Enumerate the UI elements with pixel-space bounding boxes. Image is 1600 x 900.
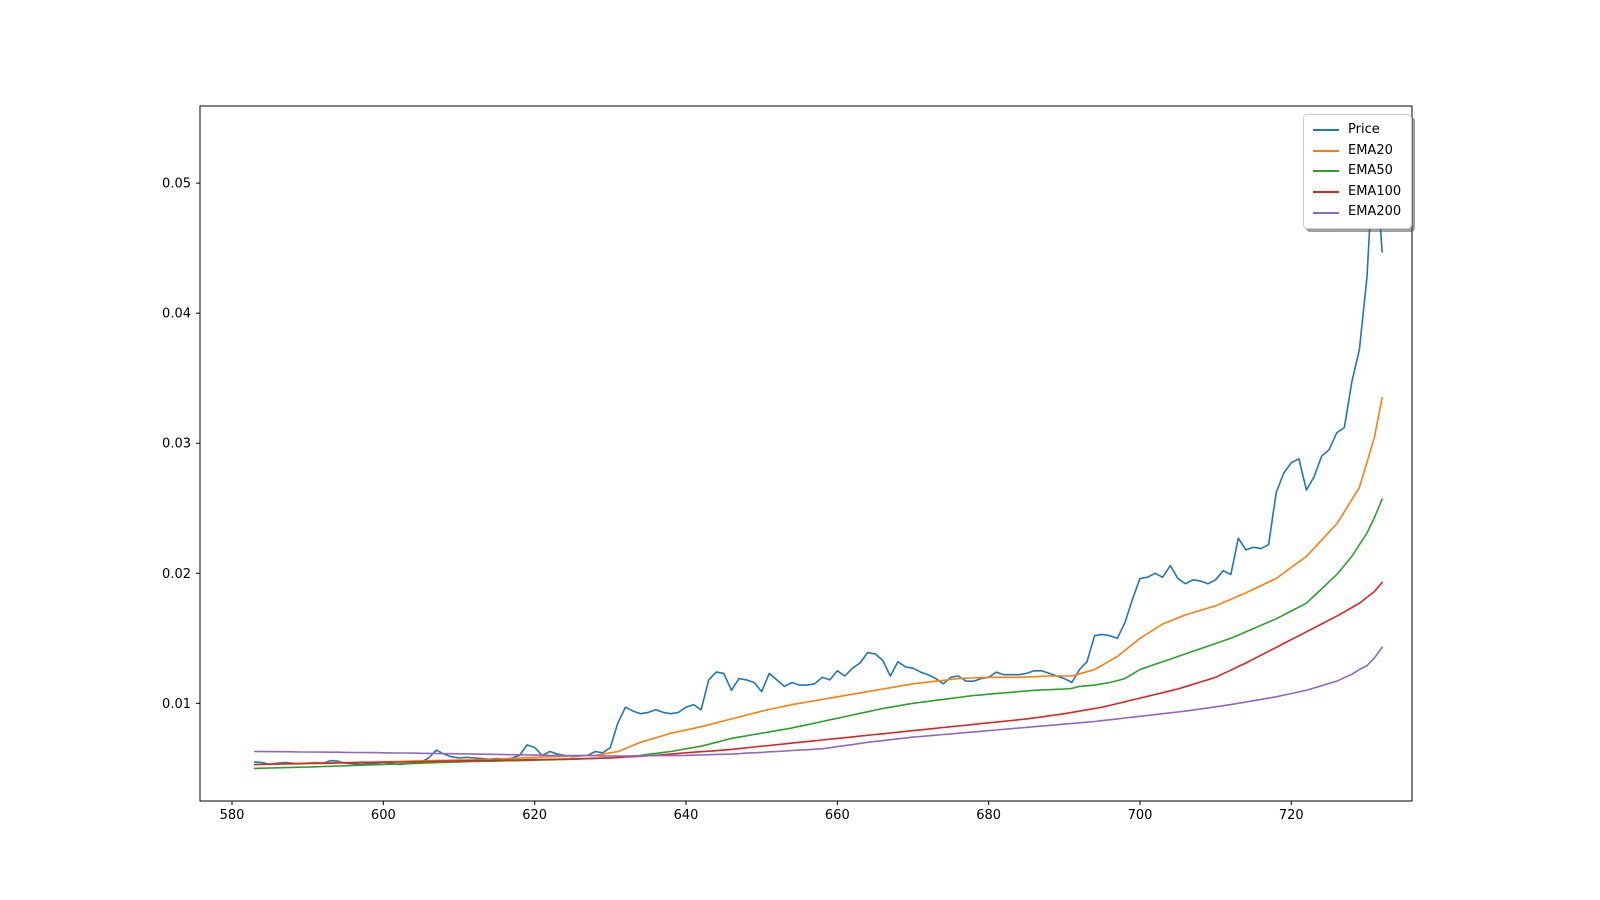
legend-item-ema200: EMA200: [1313, 202, 1401, 223]
legend-line-swatch-ema200: [1313, 211, 1339, 214]
legend-item-ema20: EMA20: [1313, 141, 1401, 162]
axes-spines: [199, 105, 1413, 802]
legend-label: EMA50: [1348, 163, 1393, 179]
legend-item-ema100: EMA100: [1313, 182, 1401, 203]
legend: Price EMA20 EMA50 EMA100 EMA200: [1303, 114, 1413, 229]
legend-item-ema50: EMA50: [1313, 161, 1401, 182]
x-tick-label: 720: [1279, 808, 1304, 823]
legend-item-price: Price: [1313, 120, 1401, 141]
x-tick-label: 620: [522, 808, 547, 823]
legend-line-swatch-price: [1313, 129, 1339, 132]
series-line-ema200: [253, 646, 1383, 757]
legend-label: Price: [1348, 122, 1380, 137]
legend-line-swatch-ema100: [1313, 191, 1339, 194]
y-tick-label: 0.02: [162, 567, 191, 582]
legend-label: EMA20: [1348, 142, 1393, 158]
series-line-ema100: [253, 581, 1383, 766]
y-tick-label: 0.03: [162, 437, 191, 452]
y-tick-label: 0.01: [162, 697, 191, 712]
legend-label: EMA100: [1348, 183, 1402, 199]
x-tick-label: 660: [825, 808, 850, 823]
x-tick-label: 600: [371, 808, 396, 823]
x-tick-label: 580: [220, 808, 245, 823]
series-line-ema50: [253, 498, 1383, 770]
legend-label: EMA200: [1348, 204, 1402, 220]
x-tick-label: 700: [1128, 808, 1153, 823]
series-line-price: [253, 136, 1383, 766]
y-tick-label: 0.05: [162, 177, 191, 192]
y-tick-label: 0.04: [162, 307, 191, 322]
x-tick-label: 640: [674, 808, 699, 823]
legend-line-swatch-ema50: [1313, 170, 1339, 173]
legend-line-swatch-ema20: [1313, 149, 1339, 152]
x-tick-label: 680: [976, 808, 1001, 823]
